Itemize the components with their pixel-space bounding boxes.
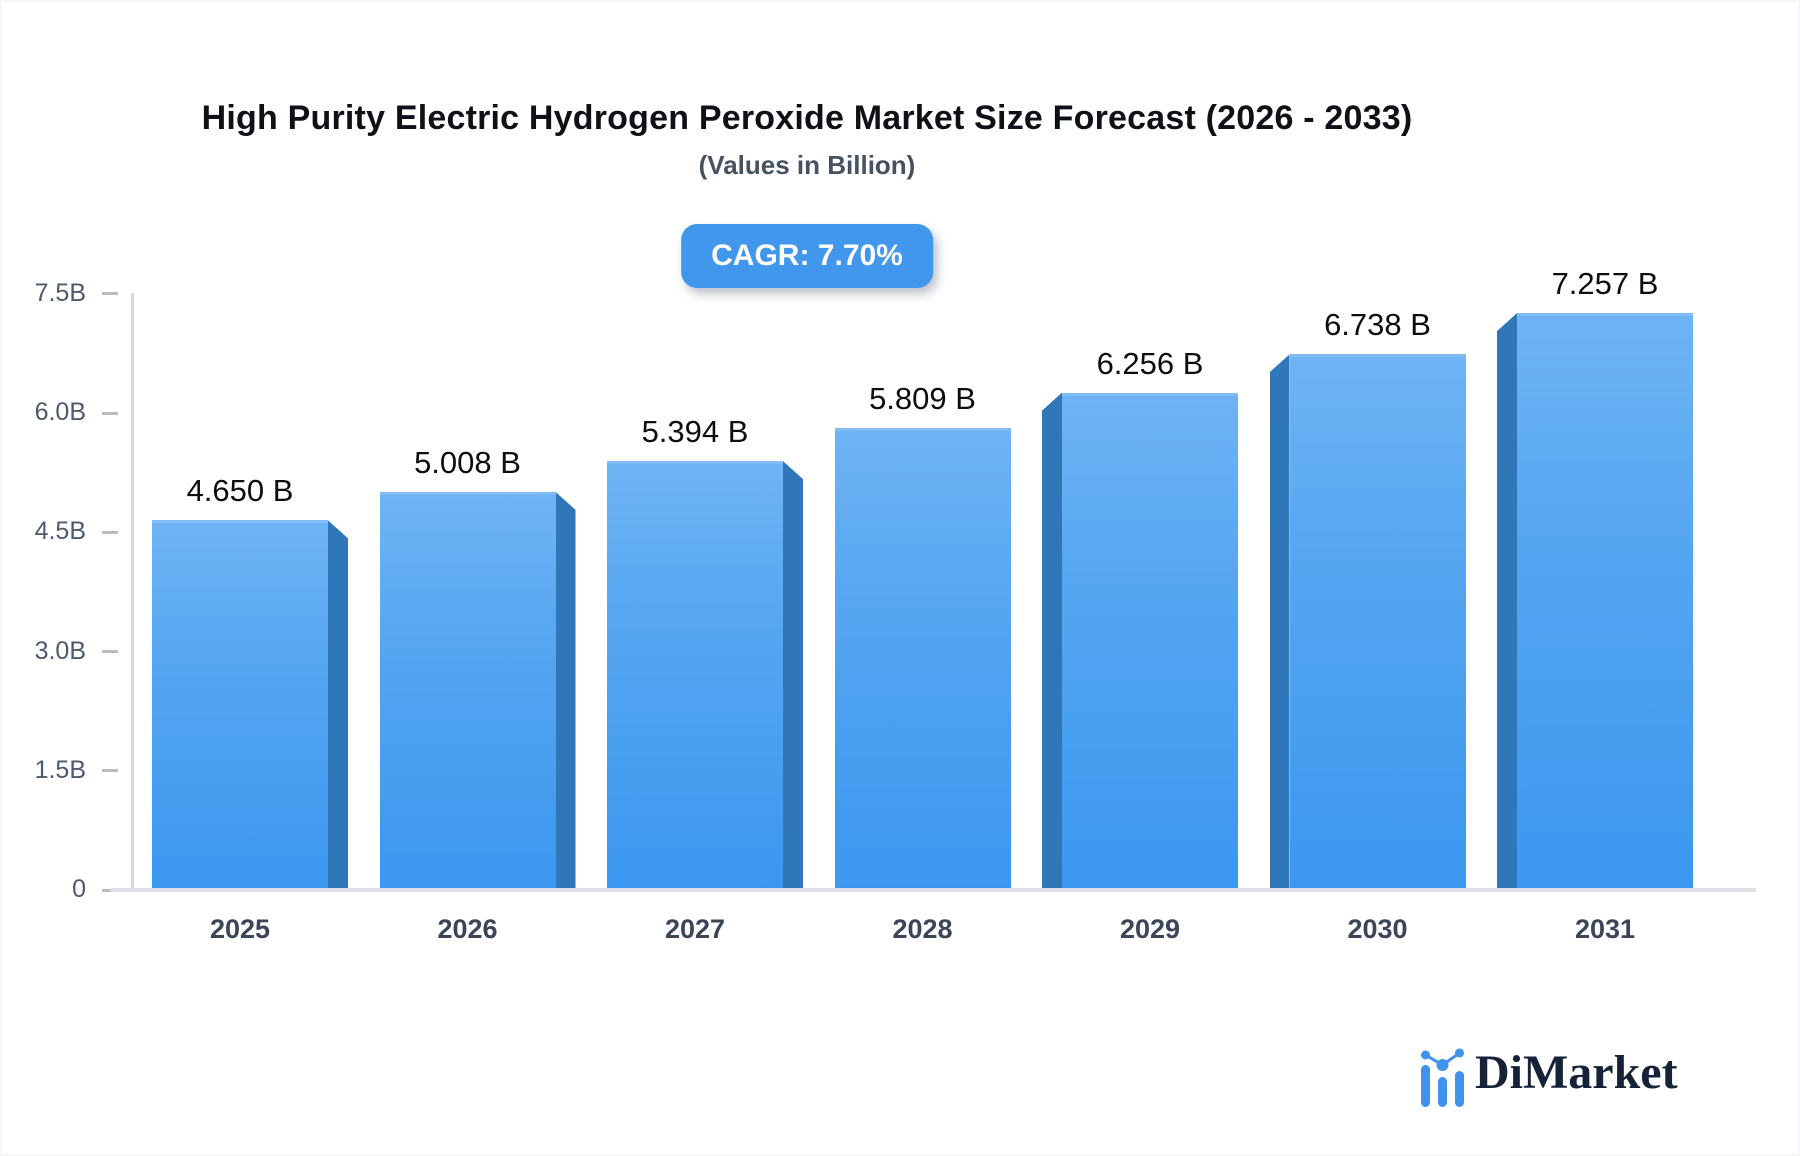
cagr-badge: CAGR: 7.70% xyxy=(681,224,933,288)
y-tick-label: 7.5B xyxy=(34,278,86,307)
bar-side-face xyxy=(328,520,348,890)
brand-logo: DiMarket xyxy=(1421,1042,1678,1108)
bar-side-face xyxy=(1042,392,1062,890)
y-axis-tick xyxy=(102,769,118,773)
bar-value-label: 5.008 B xyxy=(414,444,521,480)
y-axis-tick xyxy=(102,650,118,653)
chart-subtitle: (Values in Billion) xyxy=(698,150,916,180)
bar-2030 xyxy=(1289,354,1466,890)
x-tick-label: 2029 xyxy=(1119,914,1181,944)
x-tick-label: 2028 xyxy=(892,914,953,944)
x-tick-label: 2030 xyxy=(1347,914,1408,944)
y-tick-label: 1.5B xyxy=(34,755,86,784)
bar-side-face xyxy=(1269,354,1290,890)
y-tick-label: 6.0B xyxy=(34,398,86,426)
x-tick-label: 2026 xyxy=(437,914,498,944)
bar-value-label: 6.256 B xyxy=(1096,345,1204,381)
bar-2027 xyxy=(607,461,783,890)
y-axis-tick xyxy=(102,530,118,534)
bar-value-label: 6.738 B xyxy=(1324,307,1431,343)
x-tick-label: 2025 xyxy=(209,914,271,944)
bar-value-label: 4.650 B xyxy=(186,473,294,509)
chart-title: High Purity Electric Hydrogen Peroxide M… xyxy=(201,99,1413,137)
bar-side-face xyxy=(783,461,803,890)
y-tick-label: 4.5B xyxy=(34,517,86,546)
bar-value-label: 5.394 B xyxy=(641,414,749,450)
bar-side-face xyxy=(555,491,576,890)
bar-2031 xyxy=(1517,313,1693,890)
brand-name: DiMarket xyxy=(1475,1046,1678,1099)
x-axis-line xyxy=(110,888,1756,892)
y-tick-label: 0 xyxy=(72,875,86,903)
bar-value-label: 7.257 B xyxy=(1551,266,1659,302)
bar-2029 xyxy=(1062,392,1238,890)
y-axis-line xyxy=(131,293,134,892)
bar-value-label: 5.809 B xyxy=(869,381,976,417)
bar-chart-logo-icon xyxy=(1421,1048,1464,1107)
y-tick-label: 3.0B xyxy=(34,636,86,665)
y-axis-tick xyxy=(102,411,118,415)
bar-side-face xyxy=(1497,313,1517,890)
y-axis-tick xyxy=(102,292,118,296)
x-tick-label: 2031 xyxy=(1574,914,1636,944)
x-tick-label: 2027 xyxy=(664,914,726,944)
bar-2025 xyxy=(152,520,328,890)
bar-2028 xyxy=(834,428,1011,890)
bar-2026 xyxy=(379,491,556,890)
